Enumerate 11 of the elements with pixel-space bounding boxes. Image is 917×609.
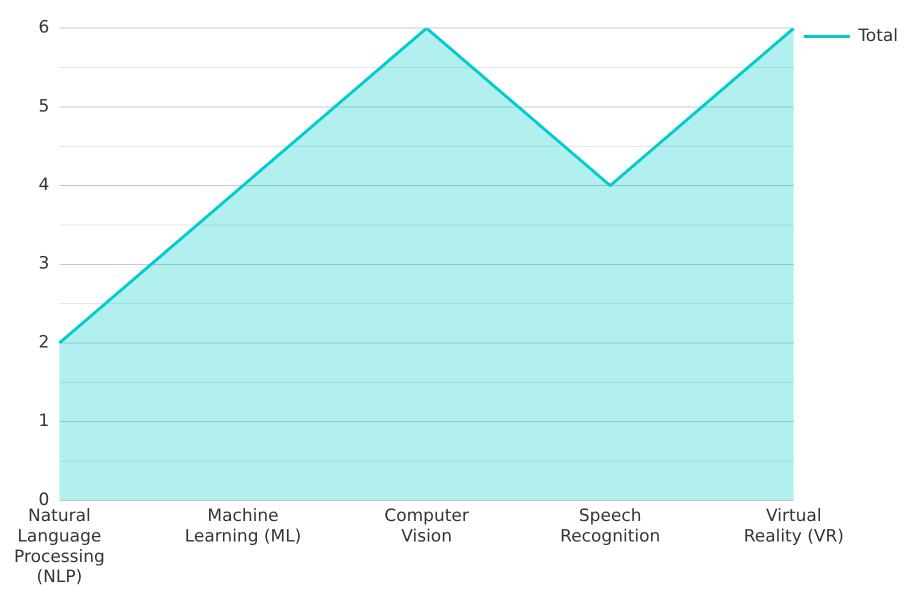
- y-tick-label: 1: [38, 411, 50, 432]
- y-tick-label: 5: [38, 96, 50, 116]
- y-tick-label: 3: [38, 254, 50, 274]
- x-tick-label: Virtual Reality (VR): [744, 506, 844, 546]
- y-tick-label: 2: [38, 332, 50, 352]
- x-tick-label: Computer Vision: [384, 506, 469, 546]
- x-tick-label: Speech Recognition: [560, 506, 660, 546]
- y-tick-label: 6: [38, 18, 50, 38]
- x-tick-label: Machine Learning (ML): [184, 506, 302, 546]
- legend-label: Total: [857, 26, 898, 46]
- y-tick-label: 4: [38, 175, 50, 196]
